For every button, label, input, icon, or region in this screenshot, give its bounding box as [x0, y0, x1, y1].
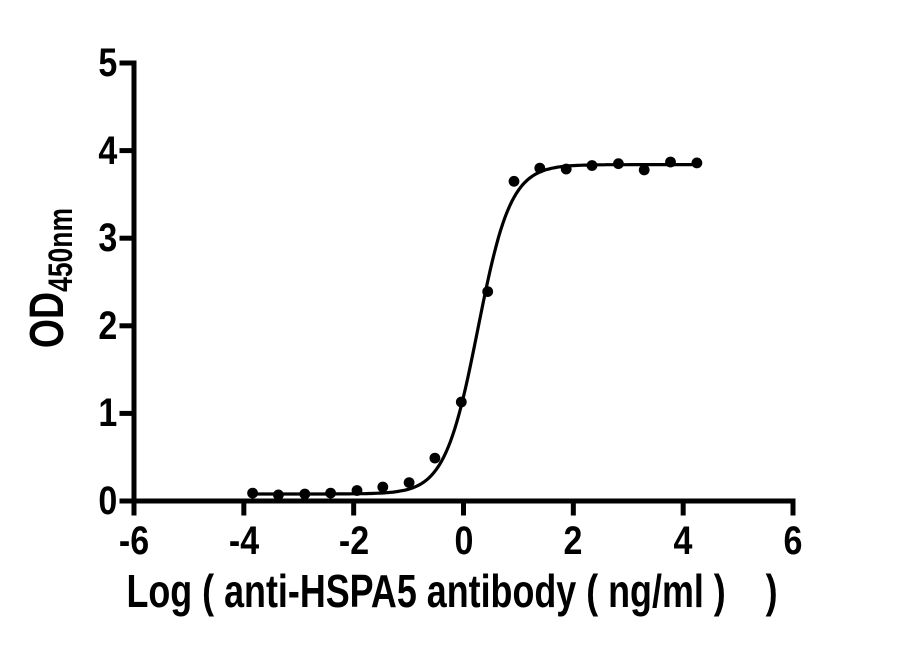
data-point-2 — [299, 488, 311, 500]
data-point-9 — [482, 286, 494, 297]
y-tick-label-3: 3 — [98, 216, 118, 261]
y-axis-title-subscript: 450nm — [42, 207, 80, 292]
x-tick-label-1: -4 — [228, 519, 259, 563]
data-point-15 — [638, 164, 650, 176]
x-tick-label-5: 4 — [673, 519, 693, 563]
data-point-3 — [325, 487, 336, 499]
data-point-17 — [691, 157, 703, 169]
data-point-1 — [273, 489, 284, 501]
y-tick-label-1: 1 — [98, 391, 118, 436]
x-axis-title: Log ( anti-HSPA5 antibody ( ng/ml ) ) — [126, 565, 778, 617]
data-point-11 — [534, 162, 546, 174]
x-tick-label-3: 0 — [454, 519, 473, 563]
data-point-4 — [351, 485, 363, 496]
data-point-6 — [403, 477, 415, 488]
x-tick-label-6: 6 — [783, 519, 803, 563]
data-point-13 — [586, 160, 598, 171]
data-point-10 — [508, 175, 520, 187]
x-tick-label-0: -6 — [118, 519, 150, 563]
x-tick-label-4: 2 — [563, 519, 583, 563]
data-point-12 — [560, 163, 572, 175]
y-axis-title: OD450nm — [21, 207, 80, 349]
y-tick-label-5: 5 — [98, 41, 118, 85]
y-tick-label-2: 2 — [98, 303, 118, 348]
y-axis-title-main: OD — [21, 291, 74, 349]
data-point-8 — [455, 396, 467, 408]
y-tick-label-0: 0 — [98, 479, 118, 523]
fit-curve-path — [251, 163, 698, 496]
data-point-14 — [613, 158, 624, 170]
data-point-16 — [665, 156, 676, 168]
data-point-5 — [377, 481, 389, 493]
data-point-0 — [247, 487, 258, 499]
x-tick-label-2: -2 — [338, 519, 369, 563]
data-point-7 — [429, 452, 441, 464]
y-tick-label-4: 4 — [98, 128, 118, 173]
